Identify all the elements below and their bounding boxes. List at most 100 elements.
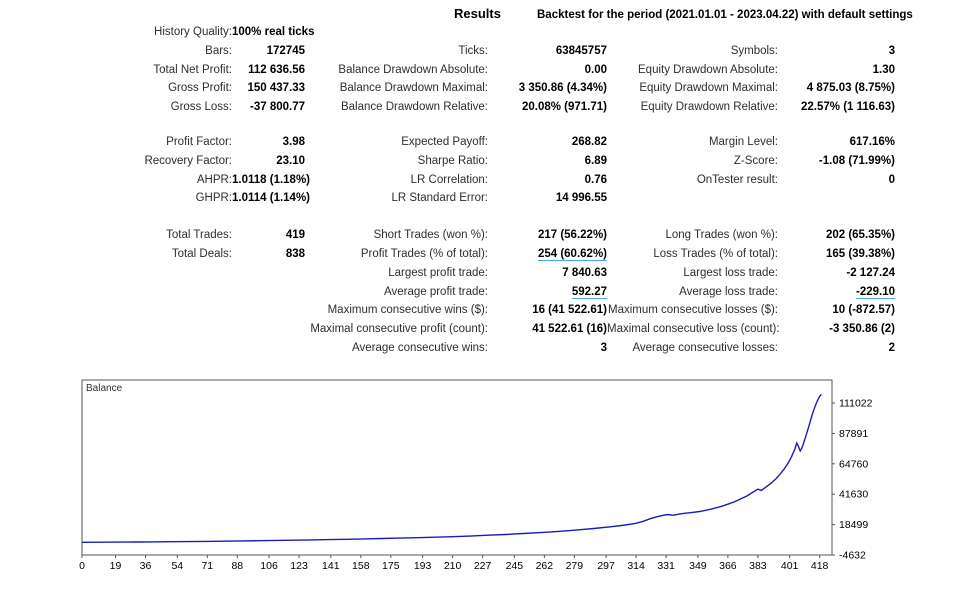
- x-axis-label: 227: [474, 560, 492, 572]
- stat-label: Gross Loss:: [170, 101, 232, 114]
- stat-value: 150 437.33: [247, 82, 305, 95]
- x-axis-label: 175: [382, 560, 400, 572]
- x-axis-label: 349: [689, 560, 707, 572]
- balance-chart: 111022 87891 64760 41630 18499 -4632 0 19 36 54 71…: [79, 379, 873, 572]
- stat-value: 3: [600, 341, 607, 354]
- stat-value: 268.82: [571, 135, 607, 148]
- stat-label: LR Correlation:: [410, 173, 488, 186]
- x-axis-label: 158: [352, 560, 370, 572]
- stat-value: -37 800.77: [250, 101, 305, 114]
- x-axis-label: 193: [414, 560, 432, 572]
- stat-label: Short Trades (won %):: [373, 229, 488, 242]
- stat-value: [778, 189, 895, 208]
- stat-label: Recovery Factor:: [144, 154, 232, 167]
- stat-label: Equity Drawdown Maximal:: [639, 82, 778, 95]
- stat-label: [0, 283, 232, 302]
- stat-value: 0.00: [584, 63, 607, 76]
- stat-value: [778, 23, 895, 42]
- stat-label: Average profit trade:: [384, 285, 488, 298]
- stats-gap: [0, 208, 895, 226]
- results-title: Results: [454, 6, 501, 21]
- stat-label: Average consecutive wins:: [352, 341, 488, 354]
- stat-label: Loss Trades (% of total):: [653, 247, 778, 260]
- x-axis-label: 36: [140, 560, 152, 572]
- stat-label: Equity Drawdown Relative:: [640, 101, 778, 114]
- stat-value: [232, 283, 305, 302]
- stat-value: [232, 301, 305, 320]
- stat-label: [0, 264, 232, 283]
- stat-value: 20.08% (971.71): [521, 101, 607, 114]
- stat-label: Bars:: [205, 44, 232, 57]
- stat-value: 112 636.56: [248, 63, 305, 76]
- balance-chart-legend: Balance: [86, 383, 123, 394]
- stat-label: Total Trades:: [166, 229, 232, 242]
- stat-label: Z-Score:: [733, 154, 778, 167]
- balance-curve: [81, 393, 822, 543]
- stat-value: 172745: [266, 44, 305, 57]
- x-axis-label: 71: [201, 560, 213, 572]
- stat-label: AHPR:: [196, 173, 232, 186]
- stat-label: Equity Drawdown Absolute:: [638, 63, 778, 76]
- stat-label: Total Deals:: [171, 247, 232, 260]
- stat-value: -2 127.24: [846, 266, 895, 279]
- stat-value: 0.76: [584, 173, 607, 186]
- stat-value: 41 522.61 (16): [532, 323, 607, 336]
- stat-label: [607, 23, 778, 42]
- stat-value: 1.0118 (1.18%): [232, 173, 311, 186]
- chart-frame: [81, 379, 833, 556]
- stat-label: Average loss trade:: [679, 285, 778, 298]
- stat-label: Profit Trades (% of total):: [360, 247, 488, 260]
- stat-value: 4 875.03 (8.75%): [806, 82, 895, 95]
- stat-value: 838: [285, 247, 305, 260]
- stat-value: 22.57% (1 116.63): [801, 101, 895, 114]
- stat-value: 10 (-872.57): [832, 304, 895, 317]
- stat-label: Ticks:: [458, 44, 488, 57]
- x-axis-label: 401: [781, 560, 799, 572]
- stat-value: 254 (60.62%): [537, 247, 607, 261]
- stat-value: [232, 320, 305, 339]
- stat-label: Margin Level:: [708, 135, 778, 148]
- stat-value: 165 (39.38%): [825, 247, 895, 260]
- stat-value: 3.98: [282, 135, 305, 148]
- stat-value: 592.27: [571, 285, 607, 299]
- stat-value: 63845757: [555, 44, 607, 57]
- x-axis-label: 366: [719, 560, 737, 572]
- stat-value: 2: [888, 341, 895, 354]
- stat-value: 7 840.63: [562, 266, 607, 279]
- stat-label: History Quality:: [154, 26, 232, 38]
- stat-value: [488, 23, 607, 42]
- x-axis-label: 314: [627, 560, 645, 572]
- stat-value: 217 (56.22%): [537, 229, 607, 242]
- x-axis-label: 106: [260, 560, 278, 572]
- stat-label: LR Standard Error:: [391, 192, 488, 205]
- x-axis-label: 383: [749, 560, 767, 572]
- stat-value: 0: [888, 173, 895, 186]
- stat-value: 1.0114 (1.14%): [232, 192, 311, 205]
- stat-label: GHPR:: [195, 192, 232, 205]
- stat-label: [305, 23, 488, 42]
- stat-value: 617.16%: [849, 135, 895, 148]
- y-axis-label: 41630: [839, 489, 868, 501]
- stat-label: [0, 320, 232, 339]
- stat-value: 1.30: [872, 63, 895, 76]
- stat-value: 202 (65.35%): [825, 229, 895, 242]
- stat-label: Maximum consecutive wins ($):: [327, 304, 488, 317]
- x-axis-label: 297: [597, 560, 615, 572]
- x-axis-label: 141: [322, 560, 340, 572]
- balance-chart-area: Balance 111022 87891 64760 41630 18499 -4632 0…: [0, 378, 960, 597]
- x-axis-label: 19: [110, 560, 122, 572]
- x-axis-label: 0: [79, 560, 85, 572]
- y-axis-label: 18499: [839, 519, 868, 531]
- stat-label: [0, 339, 232, 358]
- x-axis-label: 279: [566, 560, 584, 572]
- stat-label: [607, 189, 778, 208]
- stat-label: Maximal consecutive profit (count):: [310, 323, 488, 336]
- x-axis-label: 54: [171, 560, 183, 572]
- stat-label: Balance Drawdown Maximal:: [339, 82, 488, 95]
- stat-label: Profit Factor:: [166, 135, 232, 148]
- stat-label: Balance Drawdown Absolute:: [338, 63, 488, 76]
- x-axis-label: 210: [444, 560, 462, 572]
- stat-value: [232, 264, 305, 283]
- stat-label: Sharpe Ratio:: [417, 154, 488, 167]
